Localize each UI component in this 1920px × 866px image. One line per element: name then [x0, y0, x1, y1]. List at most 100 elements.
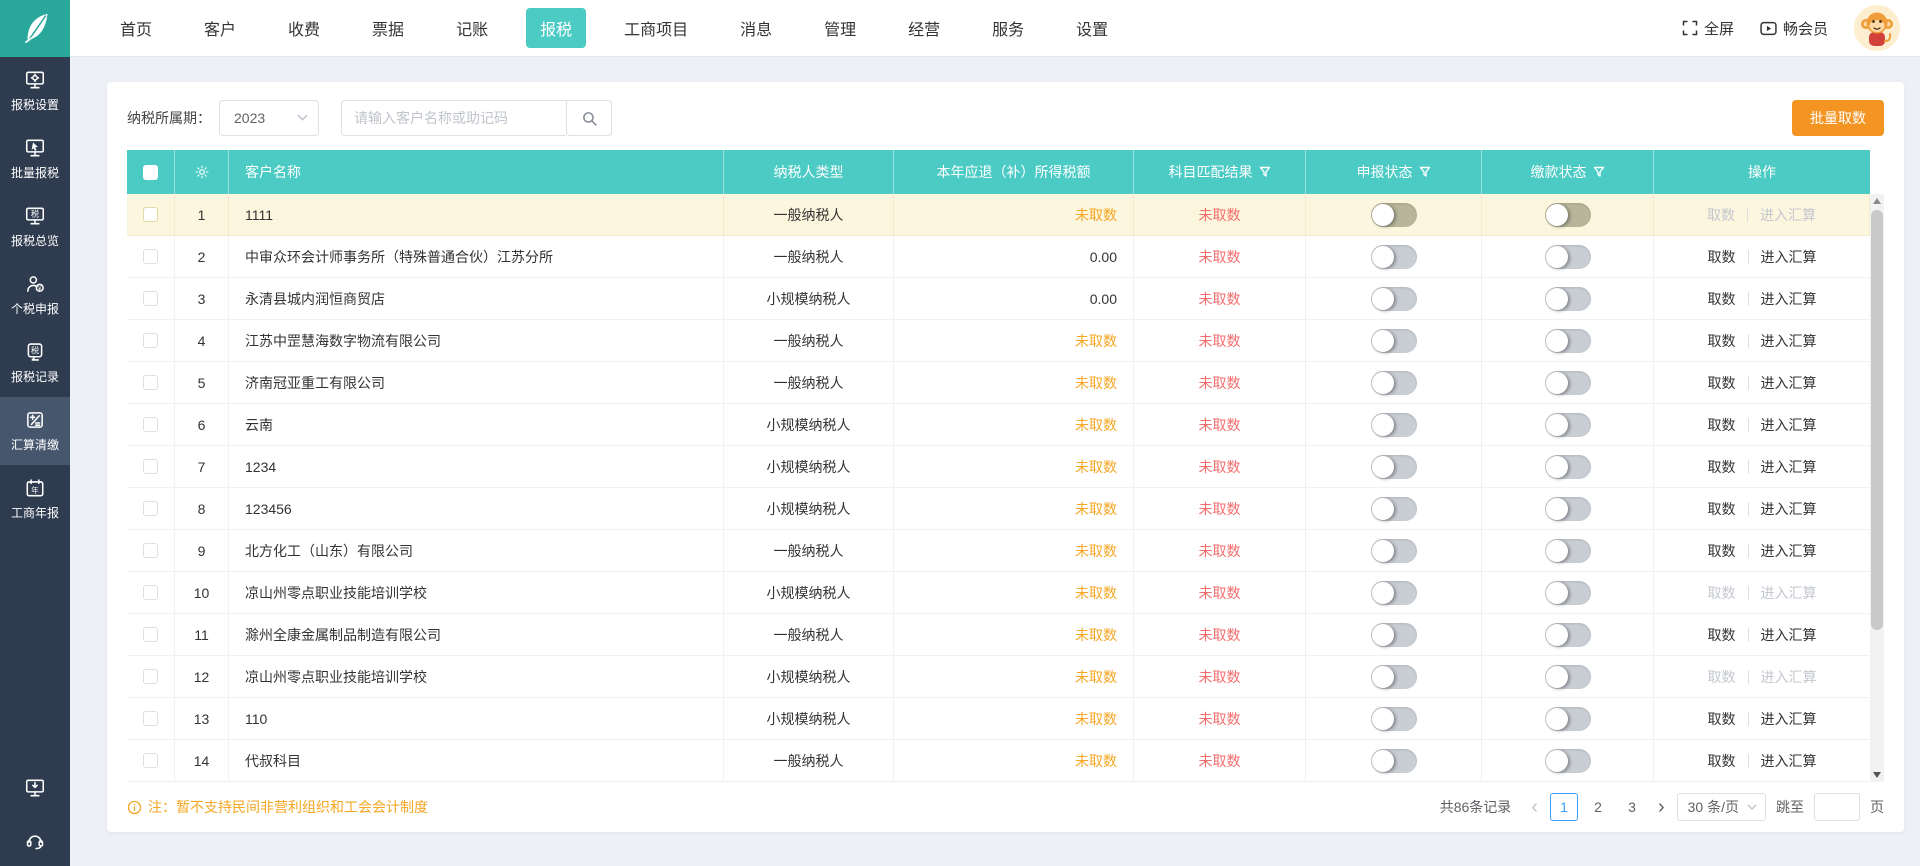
- fetch-data-link[interactable]: 取数: [1707, 206, 1735, 223]
- nav-item-报税[interactable]: 报税: [526, 8, 587, 48]
- payment-status-toggle[interactable]: [1544, 328, 1591, 353]
- fetch-data-link[interactable]: 取数: [1707, 248, 1736, 265]
- row-checkbox[interactable]: [143, 627, 158, 642]
- enter-settlement-link[interactable]: 进入汇算: [1760, 206, 1816, 223]
- user-avatar[interactable]: [1854, 5, 1900, 51]
- page-button-3[interactable]: 3: [1628, 799, 1636, 815]
- enter-settlement-link[interactable]: 进入汇算: [1760, 584, 1817, 601]
- row-checkbox[interactable]: [143, 333, 158, 348]
- declare-status-toggle[interactable]: [1370, 454, 1417, 479]
- declare-status-toggle[interactable]: [1370, 706, 1417, 731]
- scrollbar-track[interactable]: [1870, 194, 1884, 782]
- prev-page-button[interactable]: ‹: [1531, 796, 1538, 818]
- declare-status-toggle[interactable]: [1370, 580, 1417, 605]
- row-checkbox[interactable]: [143, 249, 158, 264]
- fetch-data-link[interactable]: 取数: [1707, 290, 1736, 307]
- search-input[interactable]: [341, 100, 566, 136]
- declare-status-toggle[interactable]: [1370, 496, 1417, 521]
- fetch-data-link[interactable]: 取数: [1707, 710, 1736, 727]
- enter-settlement-link[interactable]: 进入汇算: [1760, 752, 1817, 769]
- select-all-checkbox[interactable]: [143, 164, 158, 180]
- funnel-icon[interactable]: [1419, 166, 1431, 178]
- payment-status-toggle[interactable]: [1544, 496, 1591, 521]
- declare-status-toggle[interactable]: [1370, 244, 1417, 269]
- enter-settlement-link[interactable]: 进入汇算: [1760, 500, 1817, 517]
- row-checkbox[interactable]: [143, 753, 158, 768]
- nav-item-服务[interactable]: 服务: [992, 22, 1025, 39]
- member-button[interactable]: 畅会员: [1760, 18, 1828, 39]
- row-checkbox[interactable]: [143, 711, 158, 726]
- scrollbar-thumb[interactable]: [1871, 210, 1883, 630]
- enter-settlement-link[interactable]: 进入汇算: [1760, 626, 1817, 643]
- sidebar-item-汇算清缴[interactable]: 汇算清缴: [0, 397, 70, 465]
- nav-item-管理[interactable]: 管理: [824, 22, 857, 39]
- page-size-select[interactable]: 30 条/页: [1676, 793, 1766, 821]
- sidebar-item-个税申报[interactable]: ¥ 个税申报: [0, 261, 70, 329]
- nav-item-首页[interactable]: 首页: [120, 22, 153, 39]
- payment-status-toggle[interactable]: [1544, 580, 1591, 605]
- enter-settlement-link[interactable]: 进入汇算: [1760, 374, 1817, 391]
- sidebar-item-批量报税[interactable]: 批量报税: [0, 125, 70, 193]
- batch-fetch-button[interactable]: 批量取数: [1792, 100, 1884, 136]
- payment-status-toggle[interactable]: [1544, 664, 1591, 689]
- enter-settlement-link[interactable]: 进入汇算: [1760, 416, 1817, 433]
- nav-item-消息[interactable]: 消息: [740, 22, 773, 39]
- enter-settlement-link[interactable]: 进入汇算: [1760, 458, 1817, 475]
- page-button-1[interactable]: 1: [1549, 793, 1578, 821]
- declare-status-toggle[interactable]: [1370, 412, 1417, 437]
- headset-button[interactable]: [0, 814, 70, 866]
- fetch-data-link[interactable]: 取数: [1707, 500, 1736, 517]
- row-checkbox[interactable]: [143, 669, 158, 684]
- sidebar-item-报税总览[interactable]: 税报税总览: [0, 193, 70, 261]
- period-select[interactable]: 2023: [219, 100, 319, 136]
- fetch-data-link[interactable]: 取数: [1707, 584, 1736, 601]
- payment-status-toggle[interactable]: [1544, 412, 1591, 437]
- sidebar-item-工商年报[interactable]: 年工商年报: [0, 465, 70, 533]
- fetch-data-link[interactable]: 取数: [1707, 416, 1736, 433]
- row-checkbox[interactable]: [143, 501, 158, 516]
- payment-status-toggle[interactable]: [1544, 454, 1591, 479]
- payment-status-toggle[interactable]: [1544, 370, 1591, 395]
- nav-item-票据[interactable]: 票据: [372, 22, 405, 39]
- row-checkbox[interactable]: [143, 417, 158, 432]
- table-scrollbar[interactable]: [1870, 150, 1884, 782]
- row-checkbox[interactable]: [143, 585, 158, 600]
- page-button-2[interactable]: 2: [1594, 799, 1602, 815]
- fetch-data-link[interactable]: 取数: [1707, 374, 1736, 391]
- gear-icon[interactable]: [194, 164, 210, 180]
- payment-status-toggle[interactable]: [1544, 706, 1591, 731]
- declare-status-toggle[interactable]: [1370, 328, 1417, 353]
- fetch-data-link[interactable]: 取数: [1707, 626, 1736, 643]
- row-checkbox[interactable]: [143, 543, 158, 558]
- funnel-icon[interactable]: [1593, 166, 1605, 178]
- row-checkbox[interactable]: [143, 207, 158, 222]
- nav-item-客户[interactable]: 客户: [204, 22, 237, 39]
- declare-status-toggle[interactable]: [1370, 286, 1417, 311]
- sidebar-item-报税记录[interactable]: 税报税记录: [0, 329, 70, 397]
- nav-item-设置[interactable]: 设置: [1076, 22, 1109, 39]
- funnel-icon[interactable]: [1259, 166, 1271, 178]
- enter-settlement-link[interactable]: 进入汇算: [1760, 668, 1817, 685]
- jump-page-input[interactable]: [1814, 793, 1860, 821]
- enter-settlement-link[interactable]: 进入汇算: [1760, 332, 1817, 349]
- nav-item-经营[interactable]: 经营: [908, 22, 941, 39]
- app-logo[interactable]: [0, 0, 70, 57]
- fetch-data-link[interactable]: 取数: [1707, 542, 1736, 559]
- fetch-data-link[interactable]: 取数: [1707, 668, 1736, 685]
- declare-status-toggle[interactable]: [1370, 538, 1417, 563]
- payment-status-toggle[interactable]: [1544, 622, 1591, 647]
- enter-settlement-link[interactable]: 进入汇算: [1760, 290, 1817, 307]
- payment-status-toggle[interactable]: [1544, 748, 1591, 773]
- enter-settlement-link[interactable]: 进入汇算: [1760, 248, 1817, 265]
- fetch-data-link[interactable]: 取数: [1707, 458, 1736, 475]
- sidebar-item-报税设置[interactable]: 报税设置: [0, 57, 70, 125]
- declare-status-toggle[interactable]: [1370, 622, 1417, 647]
- payment-status-toggle[interactable]: [1544, 538, 1591, 563]
- nav-item-记账[interactable]: 记账: [456, 22, 489, 39]
- payment-status-toggle[interactable]: [1544, 244, 1591, 269]
- search-button[interactable]: [566, 100, 612, 136]
- declare-status-toggle[interactable]: [1370, 664, 1417, 689]
- nav-item-工商项目[interactable]: 工商项目: [624, 22, 689, 39]
- scroll-down-arrow-icon[interactable]: [1873, 772, 1881, 778]
- row-checkbox[interactable]: [143, 291, 158, 306]
